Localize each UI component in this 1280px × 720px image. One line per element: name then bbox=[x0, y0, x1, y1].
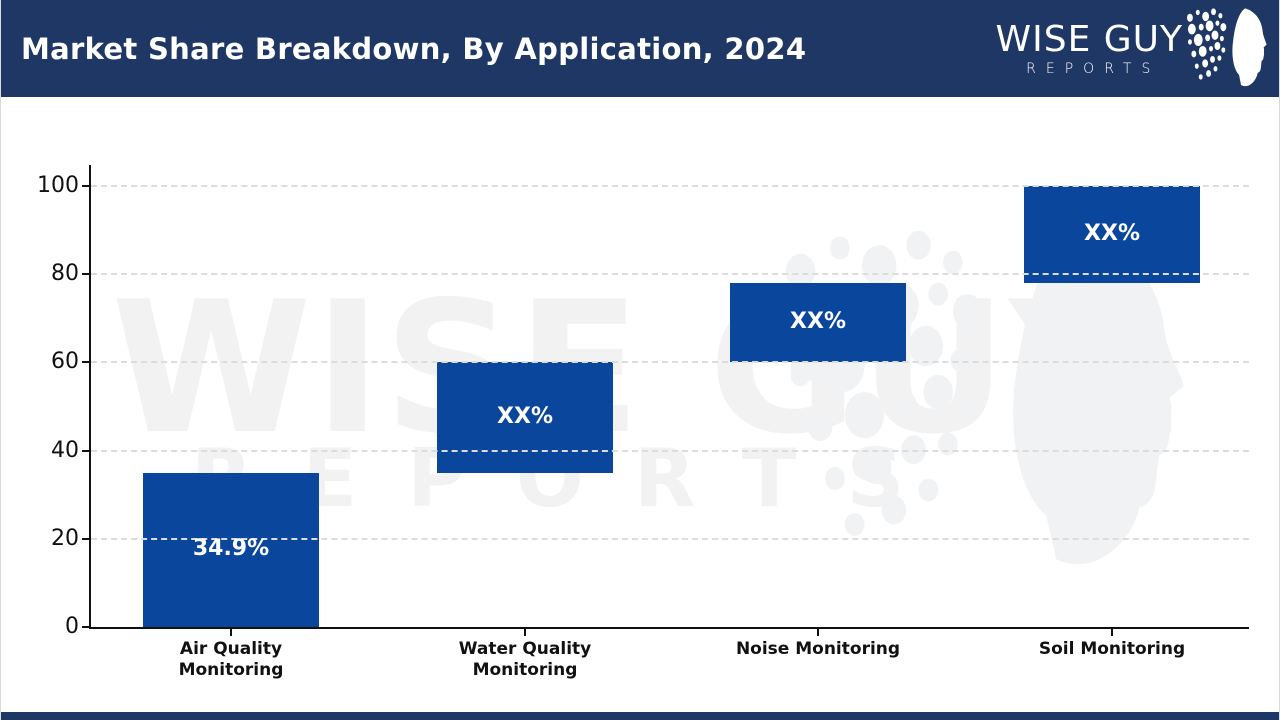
y-axis-tick-label: 100 bbox=[37, 173, 79, 198]
gridline bbox=[91, 185, 1249, 187]
x-axis-category-label-line: Soil Monitoring bbox=[1038, 639, 1186, 659]
wise-guy-reports-logo: WISE GUY REPORTS bbox=[996, 0, 1272, 97]
gridline bbox=[91, 361, 1249, 364]
bar-value-label: 34.9% bbox=[192, 536, 270, 562]
x-axis-line bbox=[89, 627, 1249, 629]
y-axis-tick-label: 60 bbox=[51, 349, 79, 375]
bar-segment bbox=[1024, 186, 1200, 284]
bar-segment bbox=[143, 473, 319, 627]
y-axis-tick-label: 0 bbox=[65, 614, 79, 639]
x-axis-tick bbox=[1111, 629, 1113, 636]
y-axis-tick bbox=[82, 185, 89, 187]
bar-segment bbox=[730, 283, 906, 363]
y-axis-tick bbox=[82, 537, 89, 540]
logo-text: WISE GUY REPORTS bbox=[995, 18, 1184, 77]
x-axis-category-label: Noise Monitoring bbox=[688, 639, 948, 660]
y-axis-tick bbox=[82, 273, 89, 276]
y-axis-tick-label: 20 bbox=[51, 525, 79, 551]
x-axis-category-label-line: Monitoring bbox=[472, 660, 578, 680]
y-axis-line bbox=[89, 165, 91, 629]
x-axis-category-label: Air Quality Monitoring bbox=[101, 639, 361, 681]
x-axis-category-label: Soil Monitoring bbox=[982, 639, 1242, 660]
header-bar: Market Share Breakdown, By Application, … bbox=[1, 0, 1279, 97]
gridline bbox=[91, 449, 1249, 452]
y-axis-tick bbox=[82, 449, 89, 452]
head-profile-watermark-icon bbox=[785, 230, 1184, 565]
x-axis-category-label-line: Noise Monitoring bbox=[735, 639, 901, 659]
y-axis-tick bbox=[82, 361, 89, 364]
bar-value-label: XX% bbox=[1084, 220, 1140, 246]
footer-bar bbox=[1, 712, 1279, 720]
x-axis-category-label: Water Quality Monitoring bbox=[395, 639, 655, 681]
logo-subtext: REPORTS bbox=[1026, 60, 1161, 77]
x-axis-tick bbox=[524, 629, 526, 636]
x-axis-tick bbox=[230, 629, 232, 636]
bar-segment bbox=[437, 362, 613, 474]
logo-wordmark: WISE GUY bbox=[995, 18, 1183, 60]
y-axis-tick bbox=[82, 626, 89, 628]
x-axis-category-label-line: Water Quality bbox=[458, 639, 592, 659]
y-axis-tick-label: 80 bbox=[51, 261, 79, 287]
bar-value-label: XX% bbox=[790, 308, 846, 334]
x-axis-category-label-line: Air Quality bbox=[179, 639, 283, 659]
head-profile-logo-icon bbox=[1186, 7, 1267, 86]
page-title: Market Share Breakdown, By Application, … bbox=[21, 31, 807, 66]
y-axis-tick-label: 40 bbox=[51, 437, 79, 463]
x-axis-tick bbox=[817, 629, 819, 636]
gridline bbox=[91, 537, 1249, 540]
gridline bbox=[91, 273, 1249, 276]
x-axis-category-label-line: Monitoring bbox=[178, 660, 284, 680]
bar-value-label: XX% bbox=[497, 403, 553, 429]
